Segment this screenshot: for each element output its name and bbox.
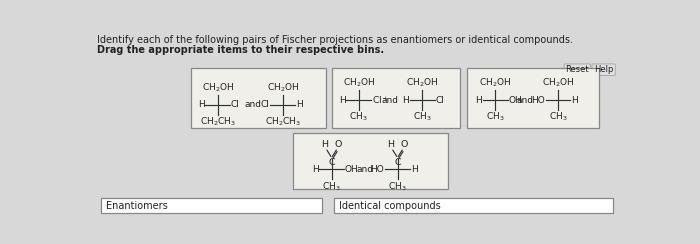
Text: and: and [382,96,398,105]
Text: $\mathregular{CH_2OH}$: $\mathregular{CH_2OH}$ [542,77,574,89]
Text: Enantiomers: Enantiomers [106,201,168,211]
Text: $\mathregular{CH_2OH}$: $\mathregular{CH_2OH}$ [202,81,234,94]
FancyBboxPatch shape [592,64,615,75]
Text: OH: OH [508,96,522,105]
FancyBboxPatch shape [468,68,599,128]
Text: Cl: Cl [435,96,444,105]
Text: Drag the appropriate items to their respective bins.: Drag the appropriate items to their resp… [97,45,384,55]
FancyBboxPatch shape [564,64,591,75]
Text: $\mathregular{CH_3}$: $\mathregular{CH_3}$ [549,111,567,123]
FancyBboxPatch shape [190,68,326,128]
Text: C: C [328,158,335,167]
Text: $\mathregular{CH_2CH_3}$: $\mathregular{CH_2CH_3}$ [265,115,301,128]
Text: H: H [339,96,346,105]
Text: Help: Help [594,65,613,74]
Text: H: H [387,140,394,149]
Text: $\mathregular{Cl^+}$: $\mathregular{Cl^+}$ [372,94,389,106]
Text: $\mathregular{CH_2OH}$: $\mathregular{CH_2OH}$ [342,77,375,89]
Text: $\mathregular{CH_3}$: $\mathregular{CH_3}$ [389,180,407,193]
Text: C: C [394,158,401,167]
FancyBboxPatch shape [332,68,459,128]
FancyBboxPatch shape [334,198,613,213]
FancyBboxPatch shape [102,198,322,213]
Text: Identify each of the following pairs of Fischer projections as enantiomers or id: Identify each of the following pairs of … [97,35,573,45]
Text: Identical compounds: Identical compounds [339,201,440,211]
Text: HO: HO [370,165,384,174]
Text: H: H [198,100,204,109]
Text: $\mathregular{CH_2OH}$: $\mathregular{CH_2OH}$ [406,77,438,89]
Text: $\mathregular{CH_3}$: $\mathregular{CH_3}$ [349,111,368,123]
Text: HO: HO [531,96,545,105]
Text: H: H [411,165,417,174]
Text: H: H [312,165,318,174]
Text: H: H [571,96,578,105]
Text: H: H [321,140,328,149]
Text: $\mathregular{CH_2CH_3}$: $\mathregular{CH_2CH_3}$ [199,115,236,128]
Text: OH: OH [345,165,358,174]
Text: $\mathregular{CH_3}$: $\mathregular{CH_3}$ [413,111,432,123]
Text: Cl: Cl [260,100,270,109]
Text: O: O [335,140,342,149]
Text: $\mathregular{CH_3}$: $\mathregular{CH_3}$ [486,111,505,123]
Text: H: H [475,96,482,105]
Text: H: H [296,100,302,109]
Text: $\mathregular{CH_2OH}$: $\mathregular{CH_2OH}$ [267,81,299,94]
Text: Cl: Cl [231,100,239,109]
Text: Reset: Reset [566,65,589,74]
Text: and: and [244,100,261,109]
Text: O: O [401,140,408,149]
Text: $\mathregular{CH_3}$: $\mathregular{CH_3}$ [322,180,341,193]
Text: $\mathregular{CH_2OH}$: $\mathregular{CH_2OH}$ [479,77,511,89]
Text: H: H [402,96,409,105]
Text: and: and [356,165,374,174]
Text: and: and [516,96,533,105]
FancyBboxPatch shape [293,133,448,189]
